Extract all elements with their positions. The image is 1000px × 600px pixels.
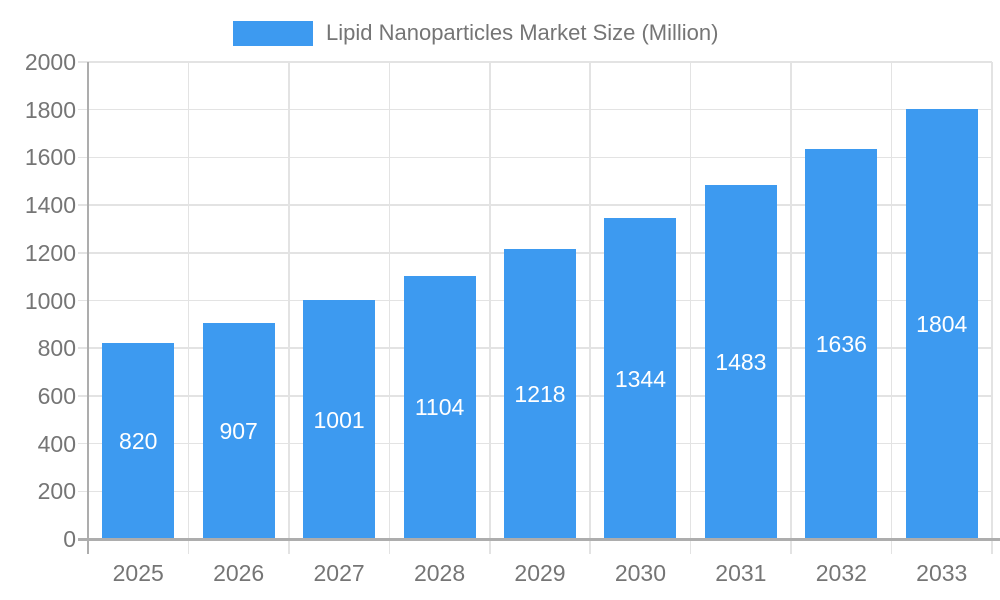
bar[interactable]: 1636 (805, 148, 878, 539)
gridline-v (388, 62, 391, 554)
gridline-v (991, 62, 993, 554)
bar-value-label: 1104 (414, 394, 465, 421)
bar[interactable]: 1483 (704, 185, 777, 539)
y-tick-label: 600 (37, 382, 76, 409)
bar-value-label: 1804 (916, 310, 968, 337)
x-tick-label: 2027 (313, 560, 365, 586)
y-tick-label: 1600 (24, 144, 76, 171)
y-tick-label: 1000 (24, 287, 76, 314)
bar-value-label: 1636 (815, 330, 867, 357)
bar[interactable]: 1344 (604, 218, 677, 539)
gridline-v (689, 62, 692, 554)
gridline-v (589, 62, 591, 554)
y-axis-line (87, 62, 89, 554)
y-tick-label: 800 (37, 335, 76, 362)
bar-value-label: 907 (219, 417, 258, 444)
x-tick-label: 2025 (112, 560, 164, 586)
bar-value-label: 820 (119, 428, 158, 455)
y-tick-label: 400 (37, 430, 76, 457)
x-axis-line (78, 537, 1000, 541)
gridline-h (78, 108, 992, 111)
bar[interactable]: 1804 (905, 108, 978, 539)
bar[interactable]: 907 (202, 322, 275, 539)
bar-value-label: 1001 (313, 406, 365, 433)
bar-value-label: 1483 (715, 349, 767, 376)
x-tick-label: 2031 (715, 560, 767, 586)
x-tick-label: 2033 (916, 560, 968, 586)
bar[interactable]: 1001 (303, 300, 376, 539)
bar[interactable]: 1104 (403, 275, 476, 539)
y-tick-label: 200 (37, 478, 76, 505)
y-tick-label: 2000 (24, 49, 76, 75)
y-tick-label: 1400 (24, 192, 76, 219)
gridline-v (288, 62, 290, 554)
legend-item[interactable]: Lipid Nanoparticles Market Size (Million… (233, 20, 718, 46)
gridline-h (78, 61, 992, 63)
x-tick-label: 2028 (413, 560, 466, 586)
gridline-v (790, 62, 792, 554)
gridline-v (890, 62, 893, 554)
x-tick-label: 2032 (815, 560, 867, 586)
gridline-h (78, 156, 992, 159)
x-tick-label: 2030 (614, 560, 667, 586)
y-tick-label: 1200 (24, 239, 76, 266)
bar[interactable]: 1218 (504, 248, 576, 539)
gridline-v (489, 62, 491, 554)
legend-label: Lipid Nanoparticles Market Size (Million… (326, 20, 719, 45)
x-tick-label: 2029 (514, 560, 566, 586)
bar-value-label: 1344 (614, 365, 667, 392)
y-tick-label: 0 (63, 526, 76, 552)
gridline-v (187, 62, 190, 554)
x-tick-label: 2026 (213, 560, 265, 586)
bar[interactable]: 820 (102, 343, 175, 539)
legend-swatch (233, 20, 313, 46)
bar-value-label: 1218 (514, 380, 566, 407)
gridline-h (78, 204, 992, 206)
y-tick-label: 1800 (24, 96, 76, 123)
